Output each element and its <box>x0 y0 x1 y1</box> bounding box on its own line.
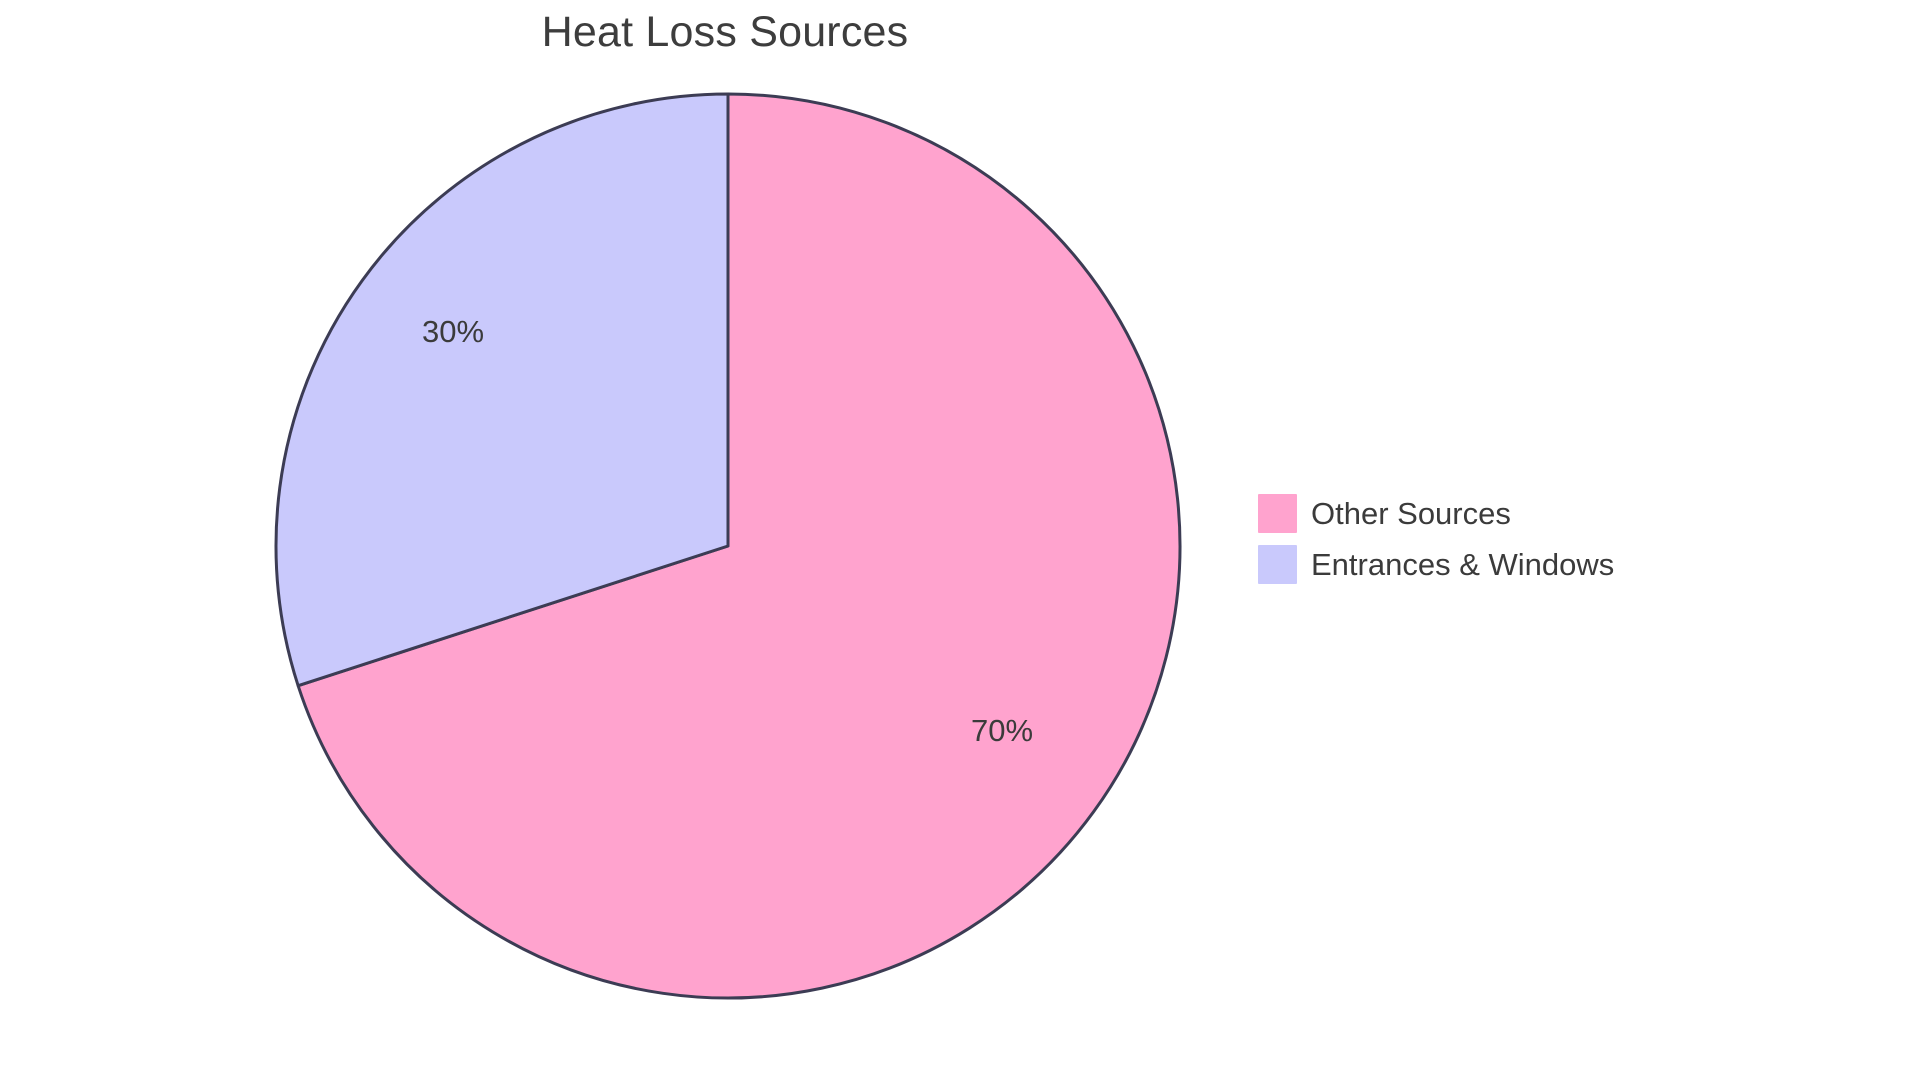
pie-slice-labels: 70% 30% <box>422 314 1033 748</box>
legend-item-label: Entrances & Windows <box>1311 547 1615 582</box>
pie-slice-other-sources[interactable] <box>296 92 1182 1000</box>
pie-plot-area: 70% 30% <box>274 92 1182 1000</box>
legend-color-swatch <box>1258 494 1297 533</box>
legend-item-label: Other Sources <box>1311 496 1511 531</box>
pie-slice-value-label: 70% <box>971 713 1033 748</box>
legend-item-other-sources[interactable]: Other Sources <box>1258 494 1614 533</box>
chart-title: Heat Loss Sources <box>541 8 909 56</box>
legend-color-swatch <box>1258 545 1297 584</box>
legend-item-entrances-windows[interactable]: Entrances & Windows <box>1258 545 1614 584</box>
chart-legend: Other Sources Entrances & Windows <box>1258 494 1614 584</box>
pie-slices <box>274 92 1182 1000</box>
pie-svg: 70% 30% <box>274 92 1182 1000</box>
pie-slice-entrances-windows[interactable] <box>274 92 730 688</box>
pie-slice-value-label: 30% <box>422 314 484 349</box>
